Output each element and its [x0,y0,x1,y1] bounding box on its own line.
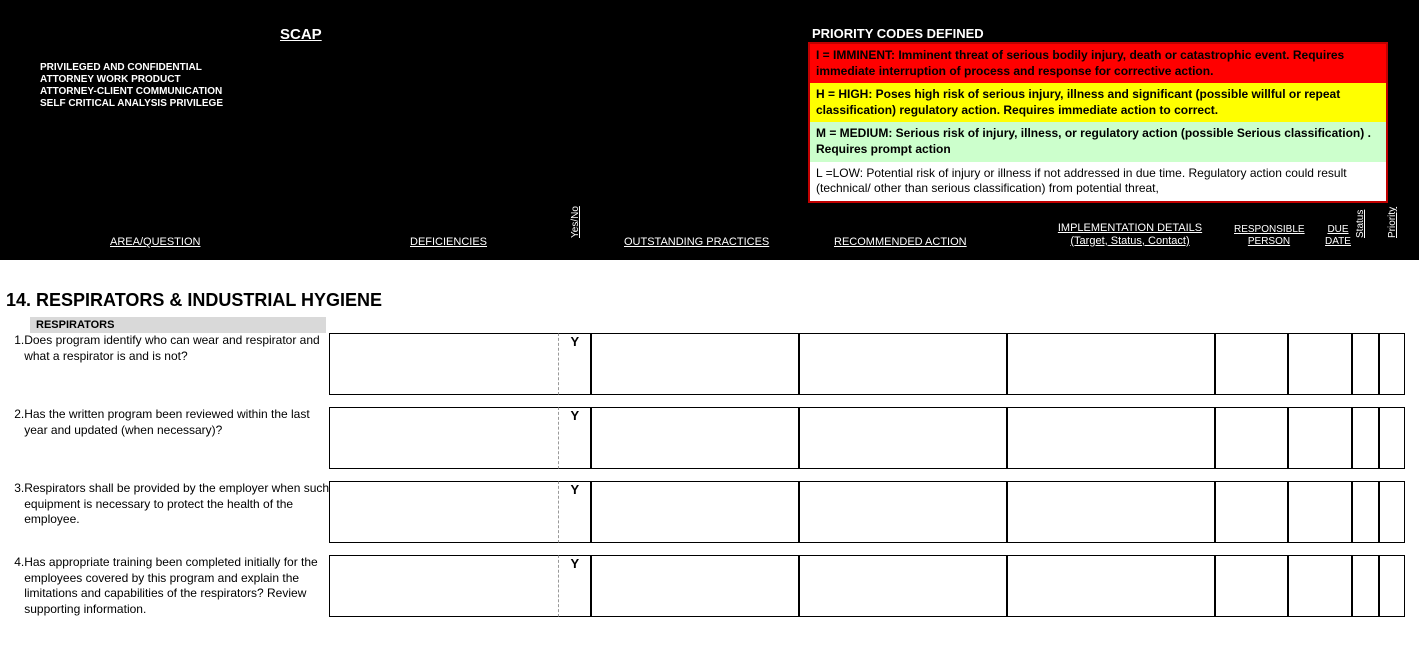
yesno-cell[interactable]: Y [559,481,591,543]
responsible-cell[interactable] [1215,555,1288,617]
priority-medium: M = MEDIUM: Serious risk of injury, illn… [810,122,1386,161]
legal-line: ATTORNEY WORK PRODUCT [40,74,223,86]
implementation-cell[interactable] [1007,407,1215,469]
col-priority: Priority [1387,207,1398,238]
recommended-cell[interactable] [799,333,1007,395]
question-number: 2. [0,407,24,469]
col-area: AREA/QUESTION [110,236,200,248]
priority-cell[interactable] [1379,481,1405,543]
due-cell[interactable] [1288,407,1353,469]
col-yesno: Yes/No [570,206,581,238]
priority-codes-box: I = IMMINENT: Imminent threat of serious… [808,42,1388,203]
responsible-cell[interactable] [1215,481,1288,543]
implementation-cell[interactable] [1007,333,1215,395]
question-row: 3.Respirators shall be provided by the e… [0,481,1405,543]
implementation-cell[interactable] [1007,481,1215,543]
outstanding-cell[interactable] [591,481,799,543]
col-deficiencies: DEFICIENCIES [410,236,487,248]
page-title: SCAP [280,26,322,43]
implementation-cell[interactable] [1007,555,1215,617]
responsible-cell[interactable] [1215,407,1288,469]
deficiencies-cell[interactable] [329,407,559,469]
priority-codes-title: PRIORITY CODES DEFINED [812,26,984,41]
status-cell[interactable] [1352,333,1378,395]
col-due: DUE DATE [1318,224,1358,248]
legal-line: PRIVILEGED AND CONFIDENTIAL [40,62,223,74]
legal-notice: PRIVILEGED AND CONFIDENTIAL ATTORNEY WOR… [40,62,223,110]
due-cell[interactable] [1288,481,1353,543]
due-cell[interactable] [1288,333,1353,395]
question-text: Respirators shall be provided by the emp… [24,481,329,543]
col-status: Status [1355,210,1366,238]
questions-table: 1.Does program identify who can wear and… [0,333,1405,629]
status-cell[interactable] [1352,555,1378,617]
question-row: 2.Has the written program been reviewed … [0,407,1405,469]
priority-low: L =LOW: Potential risk of injury or illn… [810,162,1386,201]
status-cell[interactable] [1352,481,1378,543]
section-title: 14. RESPIRATORS & INDUSTRIAL HYGIENE [6,290,1419,311]
col-recommended: RECOMMENDED ACTION [834,236,967,248]
legal-line: ATTORNEY-CLIENT COMMUNICATION [40,86,223,98]
priority-imminent: I = IMMINENT: Imminent threat of serious… [810,44,1386,83]
col-responsible: RESPONSIBLE PERSON [1234,224,1304,248]
col-outstanding: OUTSTANDING PRACTICES [624,236,769,248]
outstanding-cell[interactable] [591,333,799,395]
priority-high: H = HIGH: Poses high risk of serious inj… [810,83,1386,122]
responsible-cell[interactable] [1215,333,1288,395]
outstanding-cell[interactable] [591,555,799,617]
due-cell[interactable] [1288,555,1353,617]
deficiencies-cell[interactable] [329,481,559,543]
recommended-cell[interactable] [799,481,1007,543]
yesno-cell[interactable]: Y [559,407,591,469]
deficiencies-cell[interactable] [329,333,559,395]
col-implementation: IMPLEMENTATION DETAILS (Target, Status, … [1045,222,1215,248]
yesno-cell[interactable]: Y [559,555,591,617]
question-text: Does program identify who can wear and r… [24,333,329,395]
legal-line: SELF CRITICAL ANALYSIS PRIVILEGE [40,98,223,110]
section-subheader: RESPIRATORS [30,317,326,333]
question-number: 3. [0,481,24,543]
question-text: Has appropriate training been completed … [24,555,329,617]
deficiencies-cell[interactable] [329,555,559,617]
recommended-cell[interactable] [799,555,1007,617]
question-number: 4. [0,555,24,617]
outstanding-cell[interactable] [591,407,799,469]
priority-cell[interactable] [1379,407,1405,469]
priority-cell[interactable] [1379,555,1405,617]
question-row: 4.Has appropriate training been complete… [0,555,1405,617]
priority-cell[interactable] [1379,333,1405,395]
question-row: 1.Does program identify who can wear and… [0,333,1405,395]
recommended-cell[interactable] [799,407,1007,469]
yesno-cell[interactable]: Y [559,333,591,395]
question-number: 1. [0,333,24,395]
header: SCAP PRIVILEGED AND CONFIDENTIAL ATTORNE… [0,0,1419,260]
status-cell[interactable] [1352,407,1378,469]
question-text: Has the written program been reviewed wi… [24,407,329,469]
